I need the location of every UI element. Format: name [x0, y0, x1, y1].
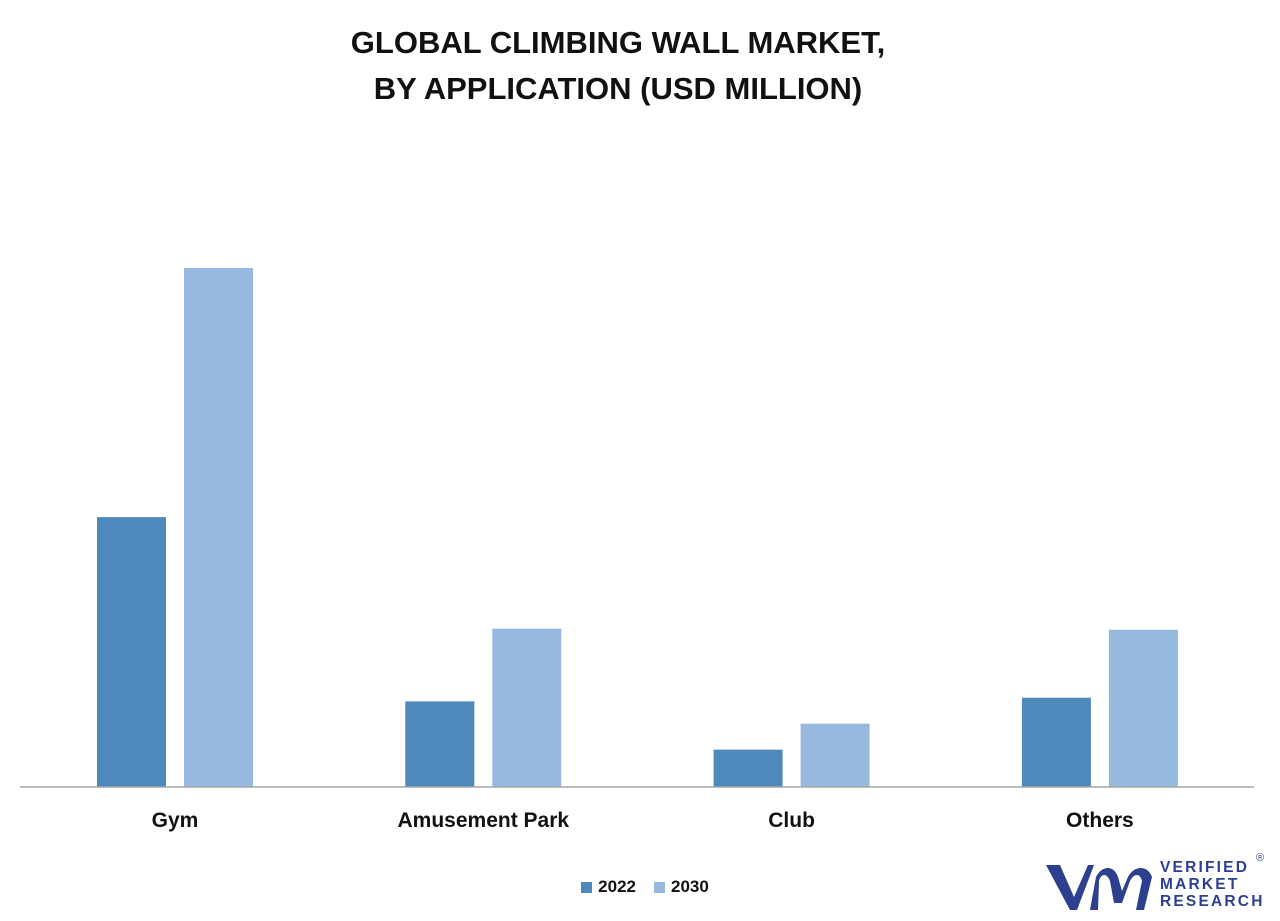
bar-others-2030	[1108, 629, 1178, 787]
bar-amusement-park-2022	[405, 701, 475, 787]
bar-gym-2022	[97, 517, 166, 787]
bar-club-2030	[800, 723, 870, 787]
category-label-club: Club	[768, 809, 815, 832]
category-label-gym: Gym	[152, 809, 199, 832]
registered-mark: ®	[1256, 852, 1265, 864]
legend-label-2030: 2030	[671, 877, 709, 896]
category-label-amusement-park: Amusement Park	[398, 809, 570, 832]
legend-item-2030: 2030	[654, 877, 709, 897]
legend-label-2022: 2022	[598, 877, 636, 896]
logo-text-market: MARKET	[1160, 876, 1240, 893]
logo-text-verified: VERIFIED	[1160, 859, 1250, 876]
chart-title: GLOBAL CLIMBING WALL MARKET, BY APPLICAT…	[0, 20, 1236, 112]
bar-amusement-park-2030	[492, 628, 562, 787]
category-labels: Gym Amusement Park Club Others	[152, 809, 1134, 832]
verified-market-research-logo: VERIFIED MARKET RESEARCH ®	[1044, 852, 1268, 915]
bar-club-2022	[713, 749, 783, 787]
logo-text-research: RESEARCH	[1160, 893, 1265, 910]
vmr-logo-mark-icon	[1046, 865, 1152, 910]
legend-item-2022: 2022	[581, 877, 636, 897]
bar-others-2022	[1021, 697, 1091, 787]
legend-swatch-2030	[654, 881, 665, 893]
chart-title-line2: BY APPLICATION (USD MILLION)	[373, 71, 863, 106]
category-label-others: Others	[1066, 809, 1134, 832]
chart-legend: 2022 2030	[0, 877, 1280, 897]
logo-text: VERIFIED MARKET RESEARCH	[1160, 859, 1265, 910]
chart-title-line1: GLOBAL CLIMBING WALL MARKET,	[350, 25, 886, 60]
bars-group	[97, 268, 1178, 787]
legend-swatch-2022	[581, 881, 593, 893]
bar-gym-2030	[184, 268, 253, 787]
